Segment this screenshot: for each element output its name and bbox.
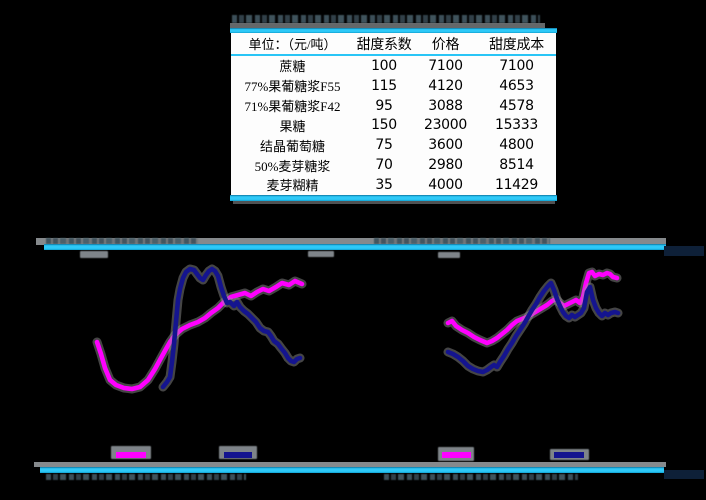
right-legend-magenta-swatch <box>442 452 471 458</box>
right-chart-navy-series-main <box>445 280 621 375</box>
table-cell: 100 <box>371 57 397 74</box>
table-cell: 50%麦芽糖浆 <box>254 158 331 174</box>
chart-header-gray-band <box>36 238 666 245</box>
table-row: 蔗糖 100 7100 7100 <box>231 56 556 76</box>
table-bottom-rule <box>230 194 557 201</box>
table-row: 麦芽糊精 35 4000 11429 <box>231 175 556 195</box>
left-legend-magenta-swatch <box>116 452 146 458</box>
obscured-left-chart-title-text <box>46 238 198 244</box>
table-bottom-shadow <box>233 200 555 204</box>
table-header-sweetness-coefficient: 甜度系数 <box>356 36 412 53</box>
left-chart-left-axis-label-remnant <box>80 251 108 258</box>
table-cell: 115 <box>371 77 397 94</box>
table-cell: 71%果葡糖浆F42 <box>244 99 341 115</box>
table-cell: 75 <box>375 137 393 154</box>
table-cell: 70 <box>375 157 393 174</box>
bottom-rule <box>40 467 664 473</box>
left-chart-right-axis-label-remnant <box>308 251 334 257</box>
table-cell: 4800 <box>499 137 534 154</box>
table-cell: 结晶葡萄糖 <box>259 138 325 154</box>
top-right-corner-block <box>664 246 704 256</box>
table-row: 71%果葡糖浆F42 95 3088 4578 <box>231 96 556 116</box>
obscured-right-source-text <box>384 474 578 480</box>
table-header-row: 单位：（元/吨） 甜度系数 价格 甜度成本 <box>231 33 556 56</box>
table-cell: 4653 <box>499 77 534 94</box>
left-legend-navy-swatch <box>224 452 252 458</box>
right-chart-magenta-series-main <box>445 269 620 346</box>
table-cell: 11429 <box>494 176 539 193</box>
obscured-left-source-text <box>46 474 246 480</box>
table-cell: 蔗糖 <box>279 59 306 75</box>
bottom-right-corner-block <box>664 470 704 479</box>
table-content: 单位：（元/吨） 甜度系数 价格 甜度成本 蔗糖 100 7100 7100 77%果葡… <box>231 33 556 195</box>
table-header-unit: 单位：（元/吨） <box>248 37 337 52</box>
table-cell: 77%果葡糖浆F55 <box>244 79 341 95</box>
table-cell: 2980 <box>428 157 463 174</box>
table-row: 50%麦芽糖浆 70 2980 8514 <box>231 155 556 175</box>
table-header-sweetness-cost: 甜度成本 <box>489 36 544 53</box>
table-title-gray-remnant <box>230 23 545 28</box>
table-row: 77%果葡糖浆F55 115 4120 4653 <box>231 76 556 96</box>
table-top-rule <box>230 28 557 33</box>
right-legend-navy-swatch <box>554 452 584 458</box>
right-chart-left-axis-label-remnant <box>438 252 460 258</box>
left-chart-magenta-series-main <box>94 278 305 392</box>
table-row: 结晶葡萄糖 75 3600 4800 <box>231 135 556 155</box>
chart-header-rule <box>44 244 666 250</box>
obscured-table-title-text <box>232 15 540 23</box>
table-cell: 7100 <box>499 57 534 74</box>
table-cell: 95 <box>375 97 393 114</box>
table-cell: 7100 <box>428 57 463 74</box>
left-chart-navy-series-main <box>160 266 303 390</box>
table-cell: 果糖 <box>279 118 306 134</box>
table-body: 蔗糖 100 7100 7100 77%果葡糖浆F55 115 4120 4653 71%果葡糖… <box>231 56 556 195</box>
table-header-price: 价格 <box>431 36 460 53</box>
table-cell: 3600 <box>428 137 463 154</box>
table-cell: 35 <box>375 176 393 193</box>
table-cell: 4120 <box>428 77 463 94</box>
table-cell: 3088 <box>428 97 463 114</box>
table-cell: 4000 <box>428 176 463 193</box>
table-cell: 23000 <box>423 117 468 134</box>
table-cell: 8514 <box>499 157 534 174</box>
table-cell: 4578 <box>499 97 534 114</box>
bottom-gray-band <box>34 462 666 467</box>
table-cell: 150 <box>371 117 397 134</box>
table-cell: 麦芽糊精 <box>266 178 319 194</box>
table-cell: 15333 <box>494 117 539 134</box>
sugar-cost-table: 单位：（元/吨） 甜度系数 价格 甜度成本 蔗糖 100 7100 7100 77%果葡… <box>230 28 557 204</box>
table-row: 果糖 150 23000 15333 <box>231 116 556 136</box>
obscured-right-chart-title-text <box>374 238 550 244</box>
